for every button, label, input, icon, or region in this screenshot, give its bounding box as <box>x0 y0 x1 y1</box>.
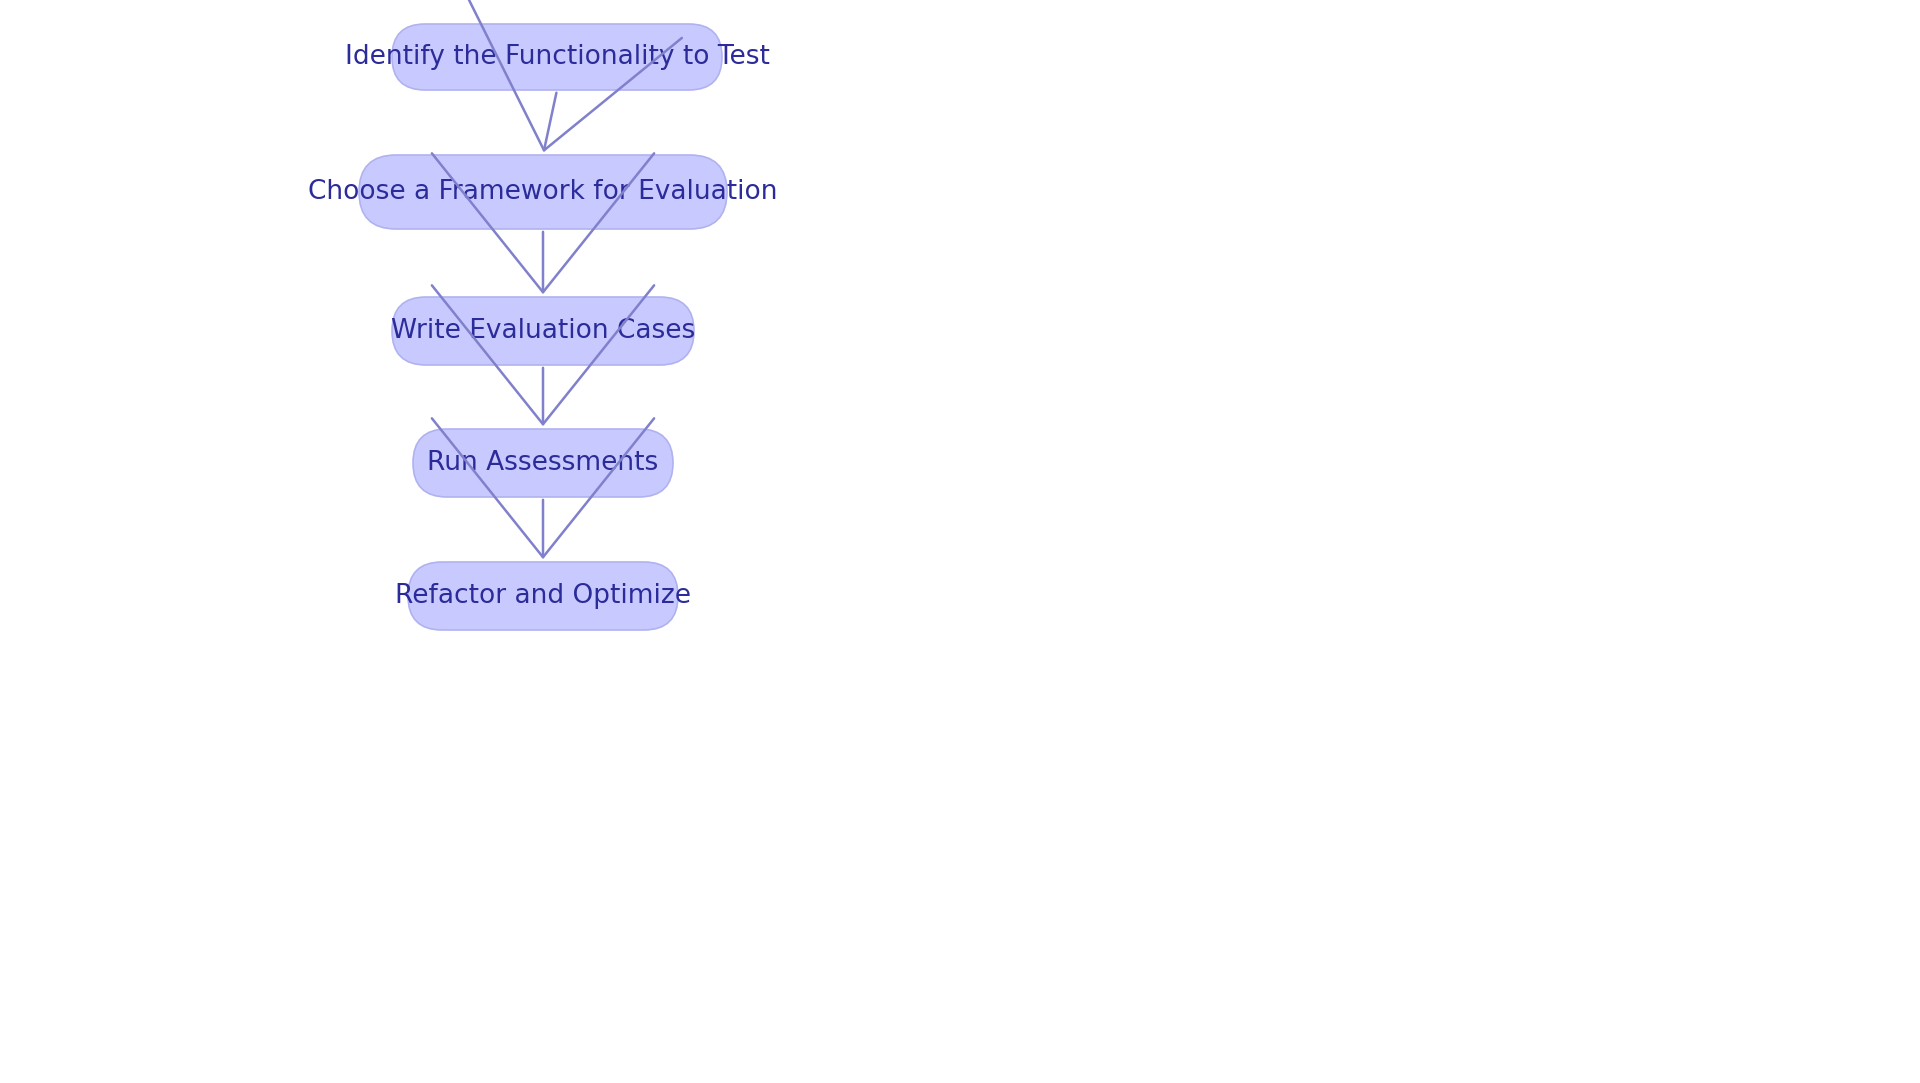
Text: Identify the Functionality to Test: Identify the Functionality to Test <box>344 44 770 70</box>
Text: Run Assessments: Run Assessments <box>428 451 659 477</box>
FancyBboxPatch shape <box>359 155 728 229</box>
FancyBboxPatch shape <box>407 562 678 630</box>
Text: Choose a Framework for Evaluation: Choose a Framework for Evaluation <box>309 179 778 205</box>
FancyBboxPatch shape <box>392 297 693 365</box>
FancyBboxPatch shape <box>413 429 674 497</box>
Text: Refactor and Optimize: Refactor and Optimize <box>396 583 691 609</box>
Text: Write Evaluation Cases: Write Evaluation Cases <box>392 318 695 344</box>
FancyBboxPatch shape <box>392 24 722 90</box>
